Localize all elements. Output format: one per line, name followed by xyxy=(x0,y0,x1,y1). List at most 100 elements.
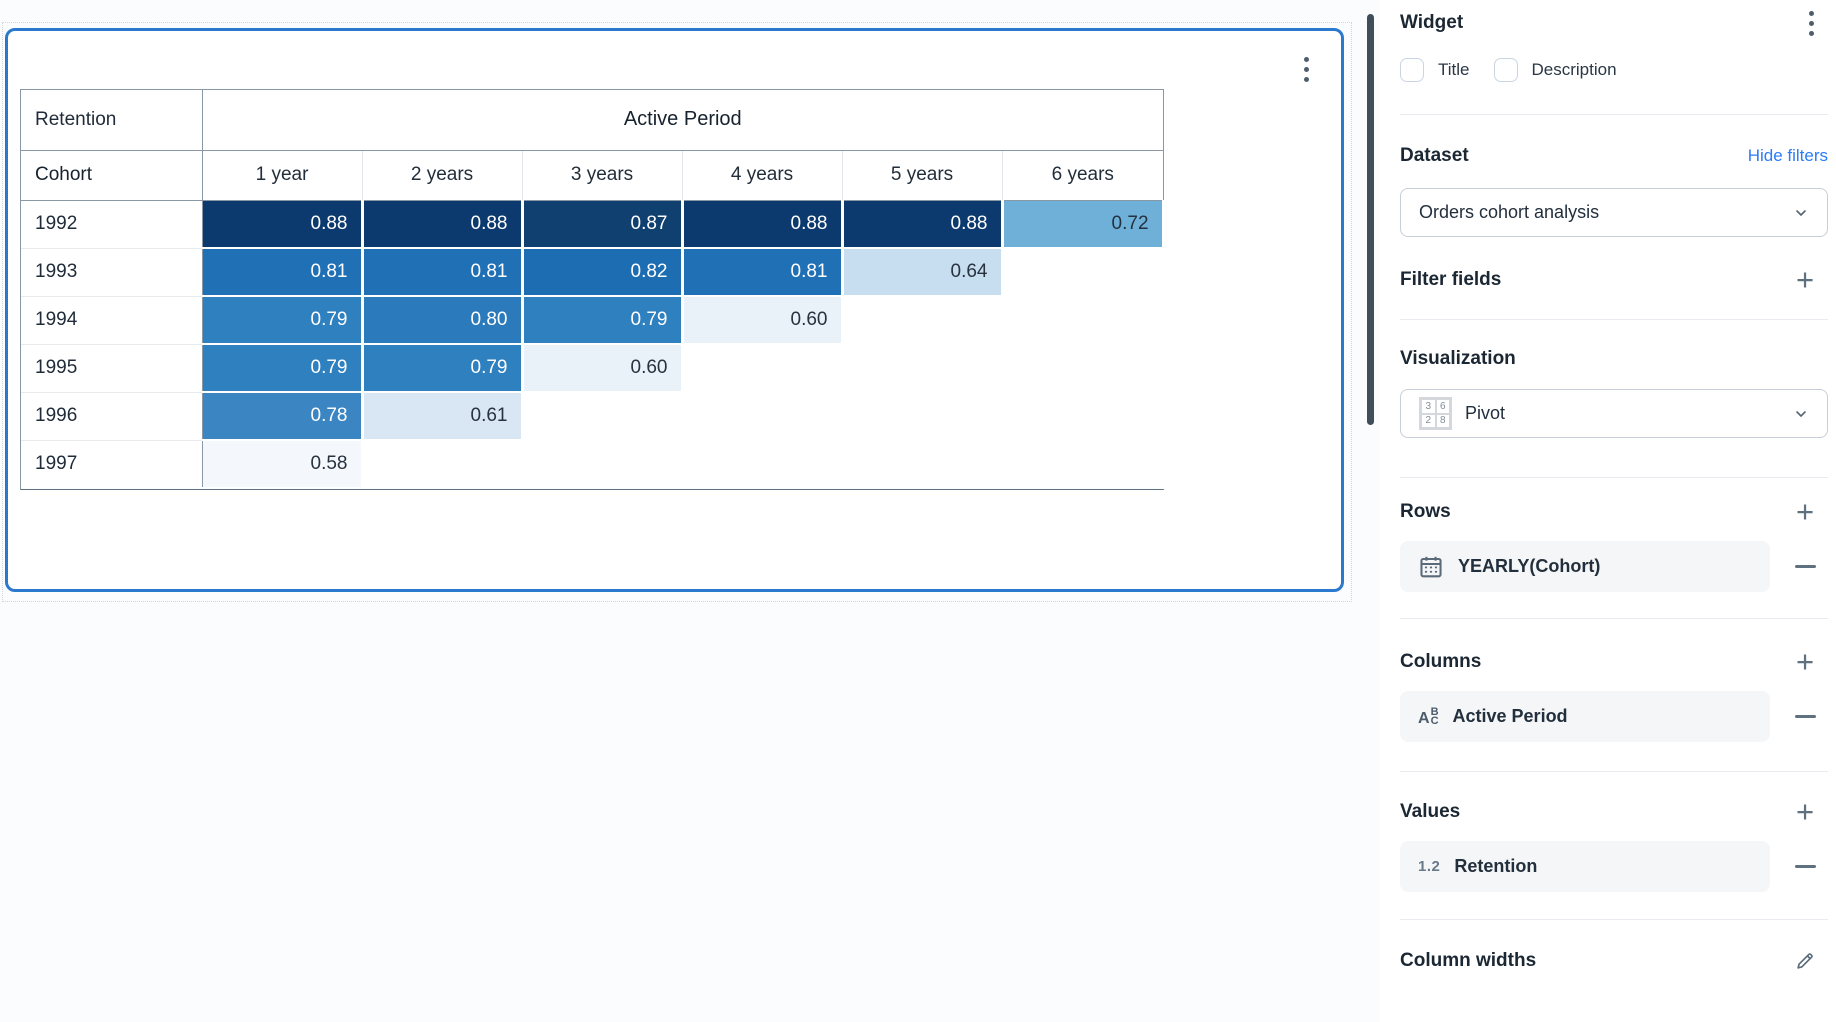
grid-cell-outline xyxy=(2,22,1352,602)
widget-kebab-menu-icon[interactable] xyxy=(1300,53,1313,86)
pivot-row-label: 1997 xyxy=(21,440,203,488)
pivot-empty-cell xyxy=(362,440,524,489)
pivot-measure-title: Retention xyxy=(21,90,203,151)
pivot-value-cell[interactable]: 0.61 xyxy=(362,392,524,441)
pivot-row-dimension-header: Cohort xyxy=(21,150,203,201)
values-item: 1.2 Retention xyxy=(1400,841,1828,892)
pivot-value-cell[interactable]: 0.80 xyxy=(362,296,524,345)
plus-icon: + xyxy=(1795,262,1815,297)
rows-field-chip[interactable]: YEARLY(Cohort) xyxy=(1400,541,1770,592)
pivot-empty-cell xyxy=(1002,296,1165,345)
visualization-selected-value: Pivot xyxy=(1465,403,1506,423)
pivot-value-cell[interactable]: 0.78 xyxy=(202,392,364,441)
pivot-value-cell[interactable]: 0.79 xyxy=(362,344,524,393)
sidebar-kebab-menu-icon[interactable] xyxy=(1807,9,1816,38)
pivot-value-cell[interactable]: 0.64 xyxy=(842,248,1004,297)
pivot-empty-cell xyxy=(522,440,684,489)
divider xyxy=(1400,618,1828,619)
edit-column-widths-button[interactable] xyxy=(1794,950,1816,972)
calendar-icon xyxy=(1420,556,1442,577)
pivot-empty-cell xyxy=(522,392,684,441)
plus-icon: + xyxy=(1795,644,1815,679)
values-field-label: Retention xyxy=(1454,856,1538,876)
pivot-row-label: 1995 xyxy=(21,344,203,393)
remove-value-button[interactable] xyxy=(1794,865,1816,868)
add-column-button[interactable]: + xyxy=(1794,644,1816,679)
pivot-value-cell[interactable]: 0.82 xyxy=(522,248,684,297)
pivot-widget-card[interactable]: Retention Active Period Cohort 1 year 2 year… xyxy=(5,28,1344,592)
pivot-empty-cell xyxy=(1002,248,1165,297)
pivot-value-cell[interactable]: 0.60 xyxy=(682,296,844,345)
pivot-value-cell[interactable]: 0.88 xyxy=(682,200,844,249)
pivot-value-cell[interactable]: 0.79 xyxy=(202,344,364,393)
chevron-down-icon xyxy=(1796,209,1806,216)
pivot-visualization-icon: 3 6 2 8 xyxy=(1419,397,1452,430)
pivot-value-cell[interactable]: 0.58 xyxy=(202,440,364,489)
pivot-row-label: 1994 xyxy=(21,296,203,345)
title-checkbox[interactable] xyxy=(1400,58,1424,82)
pivot-value-cell[interactable]: 0.87 xyxy=(522,200,684,249)
remove-row-button[interactable] xyxy=(1794,565,1816,568)
pivot-empty-cell xyxy=(1002,440,1165,489)
widget-options-row: Title Description xyxy=(1400,58,1828,82)
pivot-column-group-header: Active Period xyxy=(202,90,1164,151)
description-checkbox-label: Description xyxy=(1531,60,1617,79)
values-field-chip[interactable]: 1.2 Retention xyxy=(1400,841,1770,892)
description-checkbox-group[interactable]: Description xyxy=(1493,58,1617,82)
pivot-empty-cell xyxy=(842,392,1004,441)
pivot-row-label: 1993 xyxy=(21,248,203,297)
pivot-value-cell[interactable]: 0.79 xyxy=(522,296,684,345)
pivot-empty-cell xyxy=(1002,344,1165,393)
divider xyxy=(1400,919,1828,920)
pivot-value-cell[interactable]: 0.88 xyxy=(202,200,364,249)
pivot-empty-cell xyxy=(842,440,1004,489)
add-filter-field-button[interactable]: + xyxy=(1794,262,1816,297)
pivot-value-cell[interactable]: 0.72 xyxy=(1002,200,1165,249)
title-checkbox-group[interactable]: Title xyxy=(1400,58,1470,82)
minus-icon xyxy=(1794,865,1816,868)
visualization-select[interactable]: 3 6 2 8 Pivot xyxy=(1400,389,1828,438)
dashboard-canvas: Retention Active Period Cohort 1 year 2 year… xyxy=(2,22,1352,602)
divider xyxy=(1400,771,1828,772)
chevron-down-icon xyxy=(1796,410,1806,417)
values-heading: Values xyxy=(1400,801,1461,822)
numeric-type-icon: 1.2 xyxy=(1418,858,1441,875)
sidebar-scrollbar[interactable] xyxy=(1367,14,1374,425)
remove-column-button[interactable] xyxy=(1794,715,1816,718)
pivot-empty-cell xyxy=(1002,392,1165,441)
pivot-table: Retention Active Period Cohort 1 year 2 year… xyxy=(21,90,1165,489)
pivot-empty-cell xyxy=(682,440,844,489)
pivot-value-cell[interactable]: 0.79 xyxy=(202,296,364,345)
plus-icon: + xyxy=(1795,494,1815,529)
add-row-button[interactable]: + xyxy=(1794,494,1816,529)
rows-item: YEARLY(Cohort) xyxy=(1400,541,1828,592)
pivot-row-label: 1996 xyxy=(21,392,203,441)
pivot-data-row: 1993 0.81 0.81 0.82 0.81 0.64 xyxy=(21,248,1165,297)
pivot-value-cell[interactable]: 0.81 xyxy=(682,248,844,297)
sidebar-title: Widget xyxy=(1400,12,1464,33)
pivot-empty-cell xyxy=(842,344,1004,393)
add-value-button[interactable]: + xyxy=(1794,796,1816,827)
pivot-value-cell[interactable]: 0.60 xyxy=(522,344,684,393)
visualization-heading: Visualization xyxy=(1400,348,1516,369)
pivot-column-header: 5 years xyxy=(842,150,1003,201)
description-checkbox[interactable] xyxy=(1493,58,1518,82)
rows-field-label: YEARLY(Cohort) xyxy=(1458,556,1601,576)
pivot-column-header: 2 years xyxy=(362,150,523,201)
pivot-value-cell[interactable]: 0.88 xyxy=(842,200,1004,249)
divider xyxy=(1400,319,1828,320)
pivot-value-cell[interactable]: 0.81 xyxy=(202,248,364,297)
pivot-row-label: 1992 xyxy=(21,200,203,249)
pivot-empty-cell xyxy=(842,296,1004,345)
pivot-empty-cell xyxy=(682,344,844,393)
minus-icon xyxy=(1794,715,1816,718)
hide-filters-link[interactable]: Hide filters xyxy=(1747,146,1828,165)
dataset-heading: Dataset xyxy=(1400,145,1469,166)
columns-heading: Columns xyxy=(1400,651,1482,672)
pivot-value-cell[interactable]: 0.88 xyxy=(362,200,524,249)
dataset-select[interactable]: Orders cohort analysis xyxy=(1400,188,1828,237)
pivot-column-header: 1 year xyxy=(202,150,363,201)
pivot-value-cell[interactable]: 0.81 xyxy=(362,248,524,297)
